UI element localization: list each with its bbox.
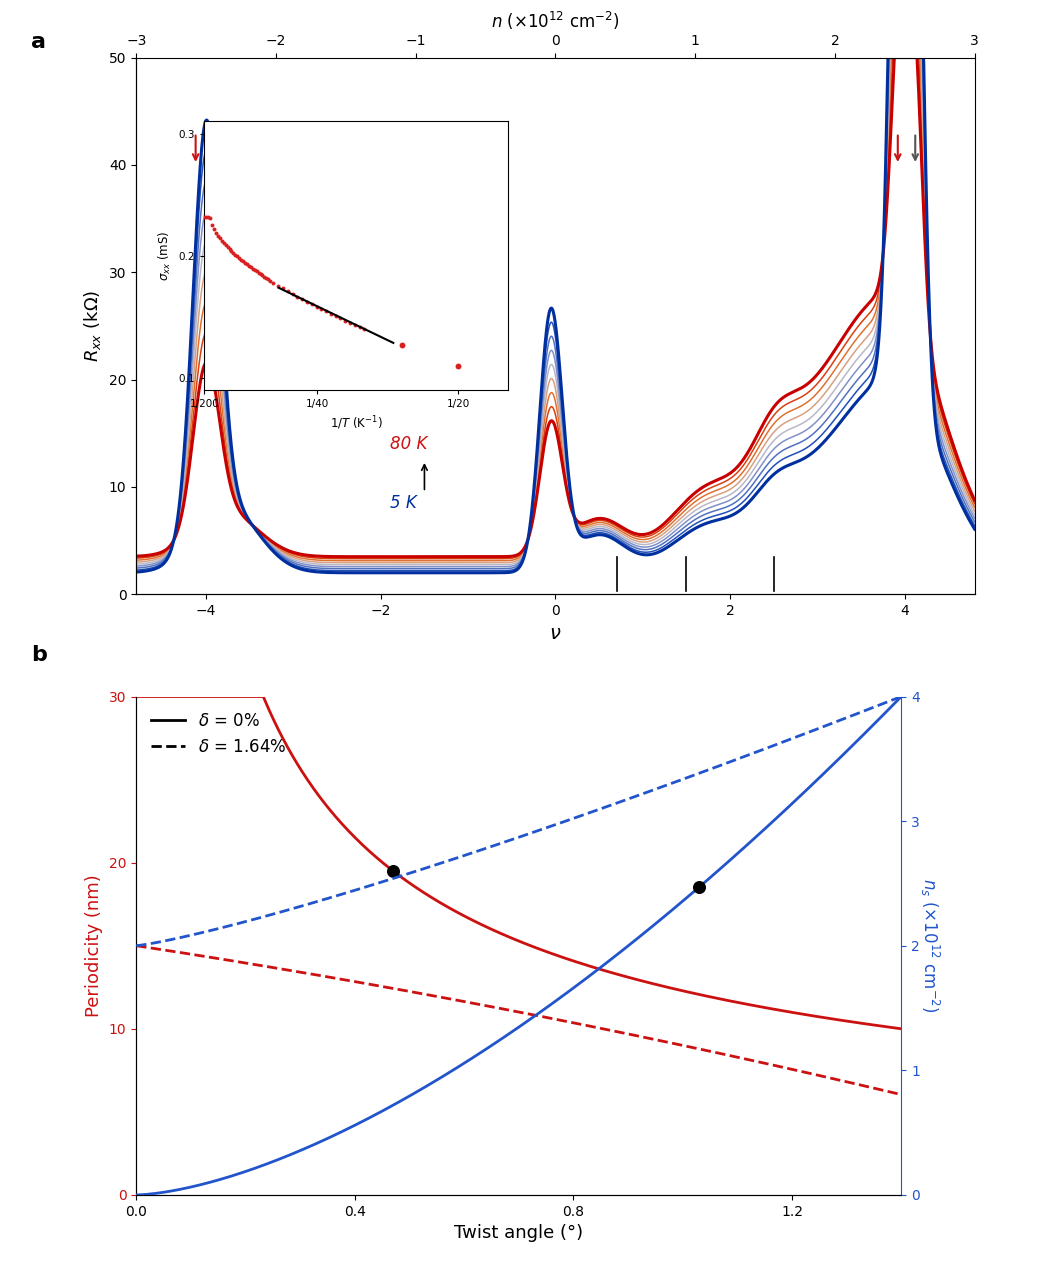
Point	[215, 233, 232, 253]
Point	[303, 294, 320, 314]
Point	[275, 279, 291, 299]
Text: 80 K: 80 K	[390, 436, 427, 454]
Point	[200, 206, 217, 226]
Point	[394, 335, 411, 355]
Point	[270, 275, 287, 295]
Point	[210, 225, 226, 245]
Point	[318, 302, 334, 322]
Point	[221, 239, 238, 259]
Point	[225, 243, 242, 263]
Point	[205, 219, 222, 239]
Point	[246, 259, 263, 280]
X-axis label: Twist angle (°): Twist angle (°)	[454, 1224, 584, 1242]
Text: b: b	[31, 645, 47, 666]
Point	[241, 256, 258, 276]
Point	[385, 861, 401, 882]
Point	[342, 313, 358, 334]
Point	[262, 271, 279, 291]
Point	[227, 244, 244, 265]
X-axis label: $\nu$: $\nu$	[549, 624, 562, 643]
Point	[253, 265, 269, 285]
Point	[212, 227, 228, 248]
Legend: $\delta$ = 0%, $\delta$ = 1.64%: $\delta$ = 0%, $\delta$ = 1.64%	[145, 705, 293, 763]
Point	[196, 206, 213, 226]
Point	[293, 289, 310, 309]
Point	[250, 262, 267, 282]
Point	[217, 235, 234, 256]
Point	[223, 240, 240, 261]
Point	[691, 877, 707, 897]
Point	[336, 311, 353, 331]
Point	[258, 268, 275, 289]
Y-axis label: $R_{xx}$ (k$\Omega$): $R_{xx}$ (k$\Omega$)	[83, 290, 104, 362]
Point	[235, 250, 252, 271]
Point	[203, 215, 220, 235]
Point	[219, 236, 236, 257]
Point	[313, 299, 330, 320]
Point	[308, 296, 325, 317]
Point	[214, 230, 231, 250]
Point	[323, 304, 340, 325]
Point	[237, 253, 254, 273]
Point	[356, 320, 373, 340]
Point	[289, 286, 306, 307]
Point	[239, 254, 256, 275]
Point	[332, 308, 349, 328]
Point	[327, 305, 344, 326]
Point	[351, 317, 368, 337]
Point	[248, 261, 265, 281]
Point	[244, 258, 261, 279]
Point	[254, 266, 270, 286]
Point	[202, 208, 219, 229]
Point	[280, 281, 297, 302]
Point	[228, 247, 245, 267]
Point	[233, 249, 249, 270]
Point	[284, 284, 301, 304]
Point	[260, 270, 277, 290]
Point	[256, 267, 272, 288]
Y-axis label: $n_s$ ($\times$10$^{12}$ cm$^{-2}$): $n_s$ ($\times$10$^{12}$ cm$^{-2}$)	[918, 878, 941, 1013]
Point	[299, 291, 315, 312]
Point	[231, 248, 247, 268]
Text: 5 K: 5 K	[390, 495, 416, 512]
Point	[347, 314, 364, 335]
Y-axis label: $\sigma_{xx}$ (mS): $\sigma_{xx}$ (mS)	[157, 230, 173, 281]
Point	[450, 357, 466, 377]
Y-axis label: Periodicity (nm): Periodicity (nm)	[85, 874, 104, 1017]
Text: a: a	[31, 32, 46, 52]
Point	[208, 222, 224, 243]
Point	[242, 257, 259, 277]
Point	[265, 272, 282, 293]
X-axis label: $n$ ($\times$10$^{12}$ cm$^{-2}$): $n$ ($\times$10$^{12}$ cm$^{-2}$)	[492, 10, 619, 32]
X-axis label: $1/T$ (K$^{-1}$): $1/T$ (K$^{-1}$)	[330, 414, 383, 432]
Point	[198, 206, 215, 226]
